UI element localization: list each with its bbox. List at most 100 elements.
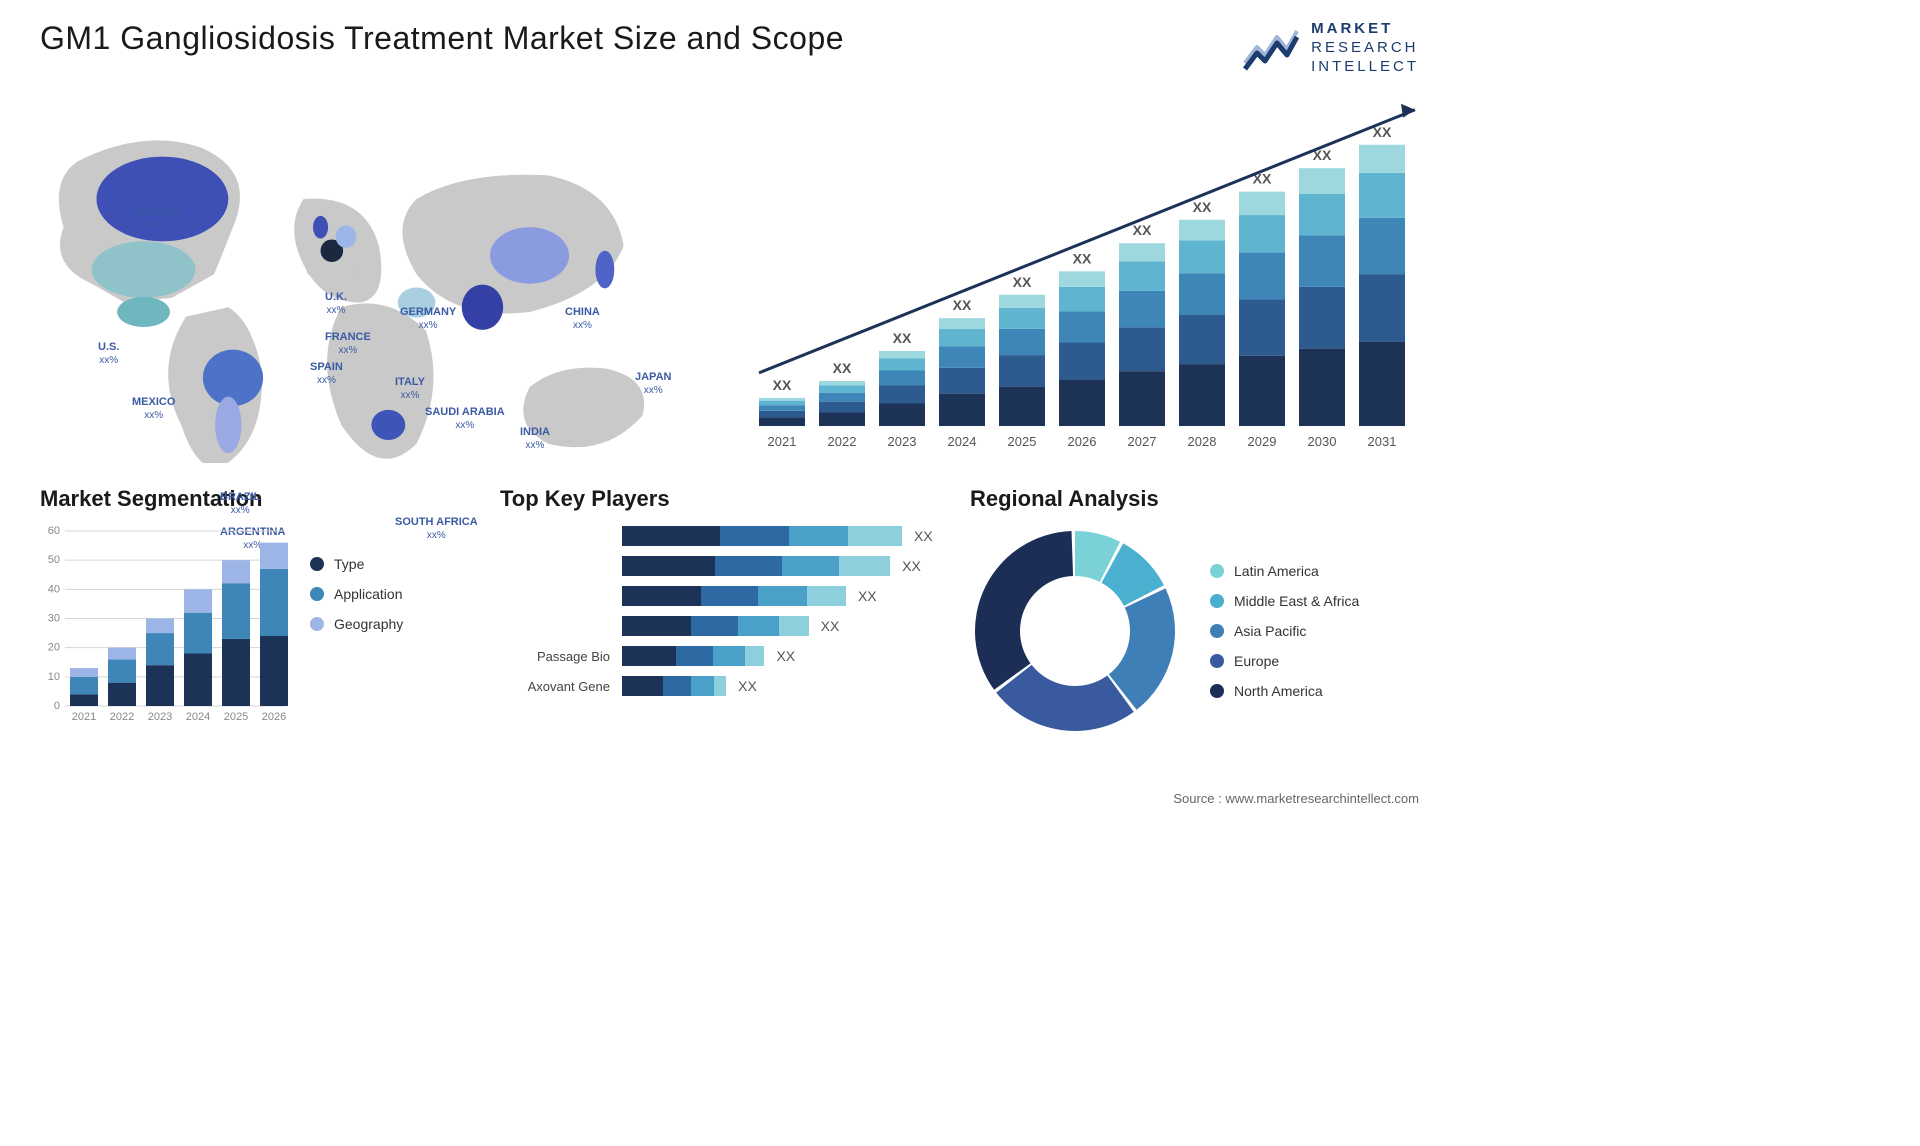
map-label-france: FRANCExx% (325, 331, 371, 356)
player-bar (622, 556, 890, 576)
svg-text:2026: 2026 (262, 711, 286, 723)
map-label-saudi-arabia: SAUDI ARABIAxx% (425, 406, 505, 431)
player-value: XX (858, 588, 877, 604)
map-label-china: CHINAxx% (565, 306, 600, 331)
map-label-mexico: MEXICOxx% (132, 396, 175, 421)
player-value: XX (776, 648, 795, 664)
world-map-panel: CANADAxx%U.S.xx%MEXICOxx%BRAZILxx%ARGENT… (40, 86, 699, 466)
regional-donut (970, 526, 1180, 736)
source-attribution: Source : www.marketresearchintellect.com (1173, 791, 1419, 806)
svg-text:2023: 2023 (888, 434, 917, 449)
map-label-germany: GERMANYxx% (400, 306, 456, 331)
svg-text:XX: XX (953, 297, 972, 313)
svg-text:2022: 2022 (110, 711, 134, 723)
player-bar (622, 616, 809, 636)
legend-dot (1210, 654, 1224, 668)
regional-legend-item: Latin America (1210, 563, 1359, 579)
player-value: XX (902, 558, 921, 574)
svg-text:2027: 2027 (1128, 434, 1157, 449)
svg-text:XX: XX (833, 360, 852, 376)
svg-text:2023: 2023 (148, 711, 172, 723)
svg-text:2025: 2025 (1008, 434, 1037, 449)
map-label-south-africa: SOUTH AFRICAxx% (395, 516, 478, 541)
player-bar (622, 676, 726, 696)
map-label-spain: SPAINxx% (310, 361, 343, 386)
svg-text:2024: 2024 (948, 434, 977, 449)
header: GM1 Gangliosidosis Treatment Market Size… (0, 0, 1459, 86)
legend-dot (1210, 624, 1224, 638)
svg-text:60: 60 (48, 526, 60, 537)
svg-text:40: 40 (48, 584, 60, 596)
regional-legend-item: North America (1210, 683, 1359, 699)
svg-text:2029: 2029 (1248, 434, 1277, 449)
segmentation-chart: 0102030405060202120222023202420252026 (40, 526, 290, 726)
player-row: XX (500, 616, 940, 636)
svg-text:10: 10 (48, 671, 60, 683)
legend-dot (1210, 684, 1224, 698)
regional-panel: Regional Analysis Latin America Middle Ea… (970, 486, 1419, 746)
player-bar (622, 586, 846, 606)
svg-text:XX: XX (893, 330, 912, 346)
svg-text:XX: XX (1073, 251, 1092, 267)
logo-text: MARKET RESEARCH INTELLECT (1311, 20, 1419, 76)
regional-title: Regional Analysis (970, 486, 1419, 512)
players-panel: Top Key Players XXXXXXXXPassage BioXXAxo… (500, 486, 940, 746)
player-row: Axovant Gene XX (500, 676, 940, 696)
legend-dot (1210, 594, 1224, 608)
player-row: XX (500, 586, 940, 606)
svg-text:50: 50 (48, 554, 60, 566)
player-value: XX (914, 528, 933, 544)
player-bar (622, 526, 902, 546)
svg-text:2030: 2030 (1308, 434, 1337, 449)
growth-chart-panel: XXXXXXXXXXXXXXXXXXXXXX 20212022202320242… (739, 86, 1419, 466)
regional-legend-item: Asia Pacific (1210, 623, 1359, 639)
seg-legend-item: Geography (310, 616, 403, 632)
player-value: XX (738, 678, 757, 694)
svg-text:30: 30 (48, 613, 60, 625)
svg-text:2028: 2028 (1188, 434, 1217, 449)
player-label: Axovant Gene (500, 679, 610, 694)
map-label-u-k-: U.K.xx% (325, 291, 347, 316)
player-label: Passage Bio (500, 649, 610, 664)
legend-dot (310, 617, 324, 631)
map-label-brazil: BRAZILxx% (220, 491, 260, 516)
legend-dot (310, 557, 324, 571)
player-bar (622, 646, 764, 666)
player-row: XX (500, 526, 940, 546)
brand-logo: MARKET RESEARCH INTELLECT (1243, 20, 1419, 76)
svg-text:0: 0 (54, 700, 60, 712)
player-value: XX (821, 618, 840, 634)
player-row: XX (500, 556, 940, 576)
players-chart: XX XX XX XX Passage Bio XX Axovant Gene XX (500, 526, 940, 696)
regional-legend: Latin America Middle East & Africa Asia Pa… (1210, 563, 1359, 699)
legend-dot (1210, 564, 1224, 578)
map-label-italy: ITALYxx% (395, 376, 425, 401)
svg-text:2026: 2026 (1068, 434, 1097, 449)
regional-legend-item: Middle East & Africa (1210, 593, 1359, 609)
map-label-japan: JAPANxx% (635, 371, 671, 396)
svg-text:2025: 2025 (224, 711, 248, 723)
svg-text:2021: 2021 (768, 434, 797, 449)
svg-text:2022: 2022 (828, 434, 857, 449)
svg-text:2031: 2031 (1368, 434, 1397, 449)
svg-text:XX: XX (1193, 199, 1212, 215)
growth-chart-svg: XXXXXXXXXXXXXXXXXXXXXX 20212022202320242… (739, 86, 1419, 466)
svg-text:XX: XX (1013, 274, 1032, 290)
seg-legend-item: Application (310, 586, 403, 602)
legend-dot (310, 587, 324, 601)
logo-icon (1243, 25, 1299, 71)
map-label-u-s-: U.S.xx% (98, 341, 119, 366)
seg-legend-item: Type (310, 556, 403, 572)
page-title: GM1 Gangliosidosis Treatment Market Size… (40, 20, 844, 57)
svg-text:XX: XX (773, 377, 792, 393)
svg-text:XX: XX (1133, 222, 1152, 238)
players-title: Top Key Players (500, 486, 940, 512)
svg-text:20: 20 (48, 642, 60, 654)
map-label-india: INDIAxx% (520, 426, 550, 451)
upper-row: CANADAxx%U.S.xx%MEXICOxx%BRAZILxx%ARGENT… (0, 86, 1459, 466)
svg-text:2024: 2024 (186, 711, 210, 723)
player-row: Passage Bio XX (500, 646, 940, 666)
regional-legend-item: Europe (1210, 653, 1359, 669)
lower-row: Market Segmentation 01020304050602021202… (0, 466, 1459, 746)
segmentation-legend: Type Application Geography (310, 526, 403, 726)
